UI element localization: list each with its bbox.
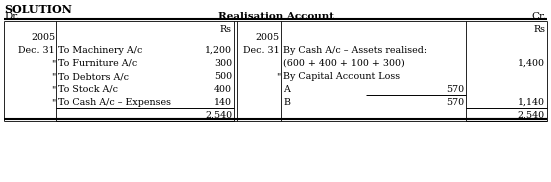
Text: 2005: 2005 — [256, 33, 280, 42]
Text: 2,540: 2,540 — [518, 111, 545, 120]
Text: 500: 500 — [214, 72, 232, 81]
Text: To Stock A/c: To Stock A/c — [58, 85, 118, 94]
Text: By Capital Account Loss: By Capital Account Loss — [283, 72, 400, 81]
Text: 2005: 2005 — [31, 33, 55, 42]
Text: To Furniture A/c: To Furniture A/c — [58, 59, 137, 68]
Text: 140: 140 — [214, 98, 232, 107]
Text: To Machinery A/c: To Machinery A/c — [58, 46, 142, 55]
Text: 570: 570 — [446, 85, 464, 94]
Text: 2,540: 2,540 — [205, 111, 232, 120]
Text: Dec. 31: Dec. 31 — [244, 46, 280, 55]
Text: Dec. 31: Dec. 31 — [18, 46, 55, 55]
Text: ": " — [51, 59, 55, 68]
Text: ": " — [276, 72, 280, 81]
Text: 1,140: 1,140 — [518, 98, 545, 107]
Text: Rs: Rs — [220, 25, 232, 34]
Text: To Cash A/c – Expenses: To Cash A/c – Expenses — [58, 98, 171, 107]
Text: 300: 300 — [214, 59, 232, 68]
Text: 1,400: 1,400 — [518, 59, 545, 68]
Text: Cr.: Cr. — [532, 12, 547, 21]
Text: A: A — [283, 85, 290, 94]
Text: To Debtors A/c: To Debtors A/c — [58, 72, 129, 81]
Text: B: B — [283, 98, 290, 107]
Text: ": " — [51, 85, 55, 94]
Text: ": " — [51, 72, 55, 81]
Text: Dr.: Dr. — [4, 12, 19, 21]
Text: ": " — [51, 98, 55, 107]
Text: Rs: Rs — [533, 25, 545, 34]
Text: 570: 570 — [446, 98, 464, 107]
Text: By Cash A/c – Assets realised:: By Cash A/c – Assets realised: — [283, 46, 427, 55]
Text: 1,200: 1,200 — [205, 46, 232, 55]
Text: Realisation Account: Realisation Account — [218, 12, 333, 21]
Text: SOLUTION: SOLUTION — [4, 4, 72, 15]
Text: 400: 400 — [214, 85, 232, 94]
Text: (600 + 400 + 100 + 300): (600 + 400 + 100 + 300) — [283, 59, 405, 68]
